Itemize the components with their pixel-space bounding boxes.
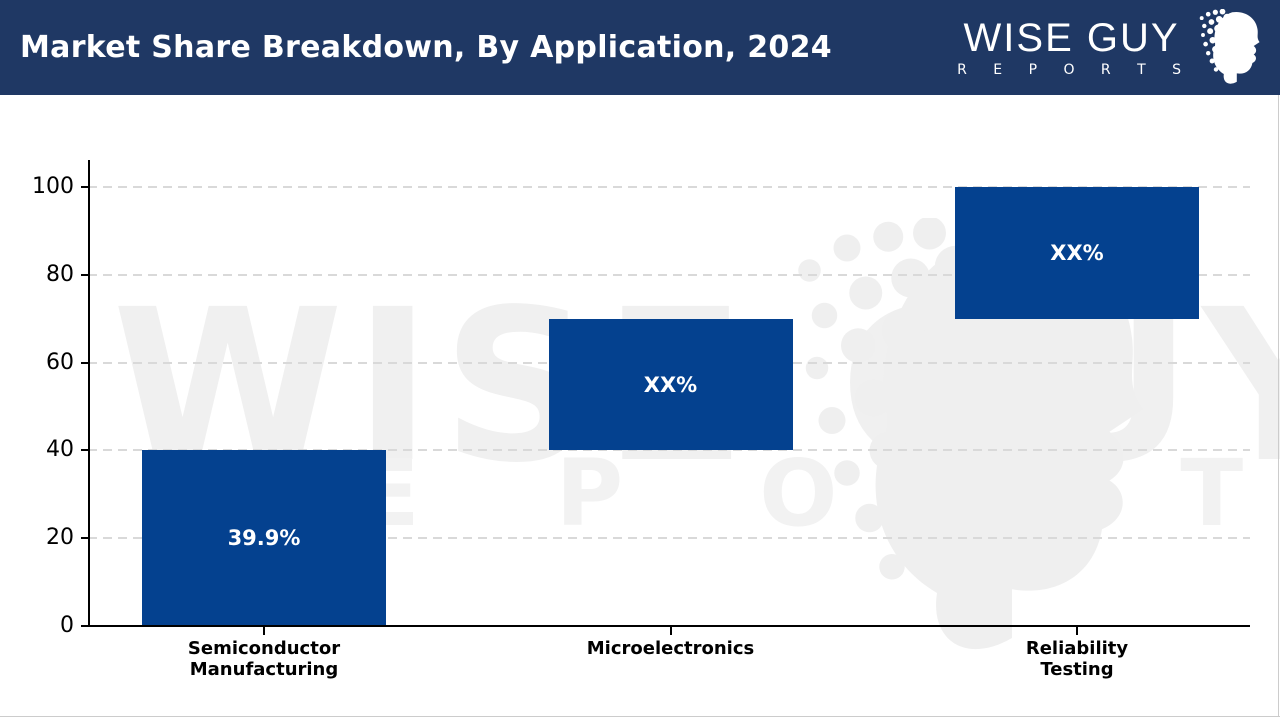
y-tick-mark bbox=[81, 361, 88, 364]
x-tick-mark bbox=[1076, 627, 1078, 635]
y-tick-mark bbox=[81, 625, 88, 627]
x-tick-mark bbox=[669, 627, 672, 635]
y-tick-mark bbox=[81, 186, 88, 188]
x-tick-label: Semiconductor Manufacturing bbox=[187, 638, 341, 680]
y-tick-label: 60 bbox=[46, 349, 74, 375]
dotted-head-icon bbox=[1199, 8, 1260, 84]
gridline bbox=[88, 186, 1250, 188]
watermark-dotted-head bbox=[798, 218, 1144, 650]
x-tick-label: Reliability Testing bbox=[1025, 638, 1129, 680]
page-right-border bbox=[1278, 95, 1279, 716]
y-tick-label: 100 bbox=[32, 174, 74, 199]
logo-text: WISE GUY R E P O R T S bbox=[951, 18, 1192, 78]
gridline bbox=[88, 273, 1250, 276]
bar-value-label: 39.9% bbox=[227, 526, 301, 551]
bar-1: 39.9% bbox=[142, 450, 386, 626]
bar-2: XX% bbox=[548, 318, 793, 451]
bar-3: XX% bbox=[955, 187, 1199, 319]
y-tick-label: 80 bbox=[46, 261, 74, 287]
x-tick-mark bbox=[263, 627, 265, 635]
y-tick-label: 0 bbox=[60, 613, 74, 638]
page-bottom-border bbox=[0, 716, 1280, 717]
x-axis bbox=[88, 625, 1250, 627]
y-tick-mark bbox=[81, 273, 88, 276]
y-tick-label: 40 bbox=[46, 437, 74, 463]
y-tick-mark bbox=[81, 449, 88, 452]
wise-guy-reports-logo: WISE GUY R E P O R T S bbox=[951, 8, 1262, 87]
y-tick-label: 20 bbox=[46, 525, 74, 551]
y-axis bbox=[88, 160, 90, 627]
bar-value-label: XX% bbox=[643, 372, 698, 397]
x-tick-label: Microelectronics bbox=[586, 638, 755, 659]
gridline bbox=[88, 449, 1250, 452]
bar-value-label: XX% bbox=[1050, 240, 1104, 265]
logo-subtitle: R E P O R T S bbox=[957, 61, 1192, 78]
gridline bbox=[88, 537, 1250, 540]
header: Market Share Breakdown, By Application, … bbox=[0, 0, 1280, 95]
y-tick-mark bbox=[81, 537, 88, 540]
logo-wordmark: WISE GUY bbox=[963, 15, 1180, 60]
chart-title: Market Share Breakdown, By Application, … bbox=[20, 30, 832, 65]
